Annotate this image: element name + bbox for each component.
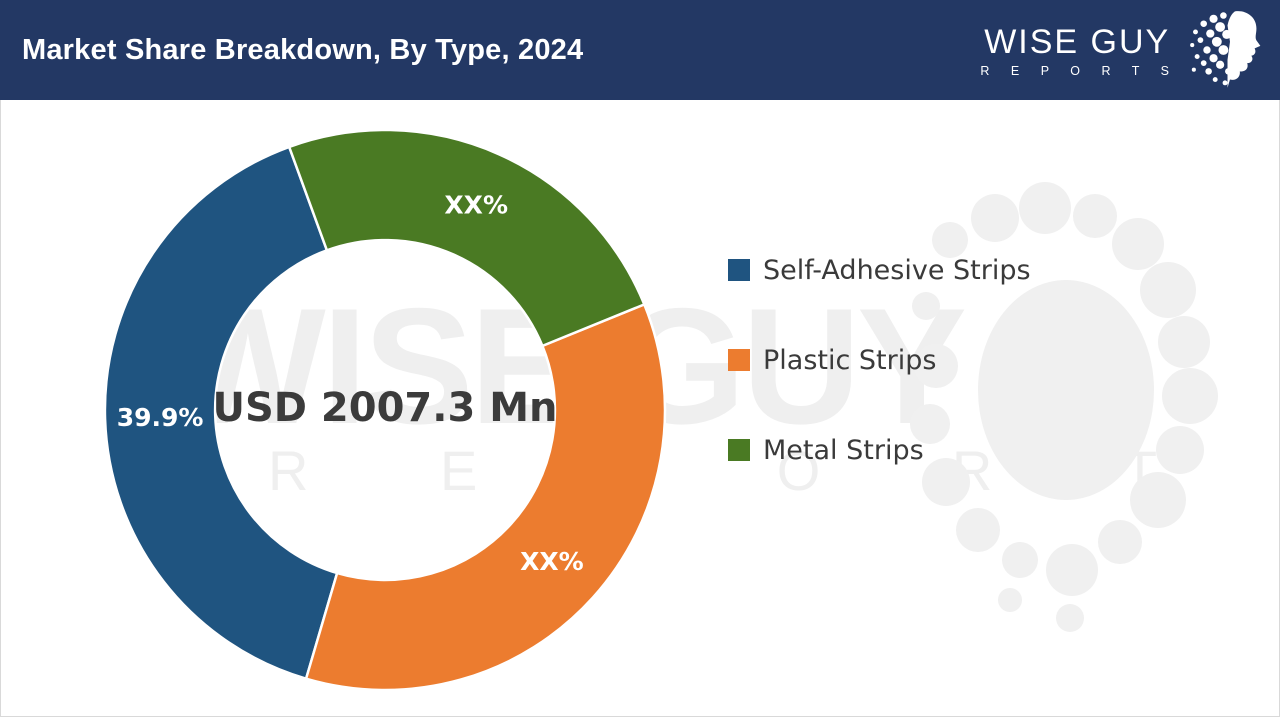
- page-title: Market Share Breakdown, By Type, 2024: [22, 33, 584, 66]
- legend-label: Self-Adhesive Strips: [763, 254, 1031, 286]
- brand-name: WISE GUY: [984, 22, 1171, 61]
- legend-swatch-green: [728, 439, 750, 461]
- legend-swatch-orange: [728, 349, 750, 371]
- wiseguy-face-icon: [1190, 11, 1261, 88]
- donut-slice-self-adhesive-strips: [103, 145, 339, 681]
- legend-label: Metal Strips: [763, 434, 924, 466]
- legend-item-metal-strips: Metal Strips: [728, 430, 1031, 470]
- watermark-face-pattern: [910, 182, 1218, 632]
- donut-slice-plastic-strips: [304, 302, 667, 692]
- legend-label: Plastic Strips: [763, 344, 937, 376]
- donut-slice-metal-strips: [287, 128, 646, 348]
- chart-legend: Self-Adhesive Strips Plastic Strips Meta…: [728, 250, 1031, 520]
- legend-item-plastic-strips: Plastic Strips: [728, 340, 1031, 380]
- legend-swatch-blue: [728, 259, 750, 281]
- brand-subtitle: R E P O R T S: [980, 63, 1178, 78]
- brand-logo: WISE GUY R E P O R T S: [976, 0, 1262, 100]
- header-bar: Market Share Breakdown, By Type, 2024 WI…: [0, 0, 1280, 100]
- slice-label: XX%: [444, 190, 508, 219]
- brand-text: WISE GUY R E P O R T S: [976, 23, 1178, 78]
- slice-label: 39.9%: [117, 403, 204, 432]
- chart-center-value: USD 2007.3 Mn: [212, 385, 558, 431]
- slice-label: XX%: [520, 547, 584, 576]
- legend-item-self-adhesive-strips: Self-Adhesive Strips: [728, 250, 1031, 290]
